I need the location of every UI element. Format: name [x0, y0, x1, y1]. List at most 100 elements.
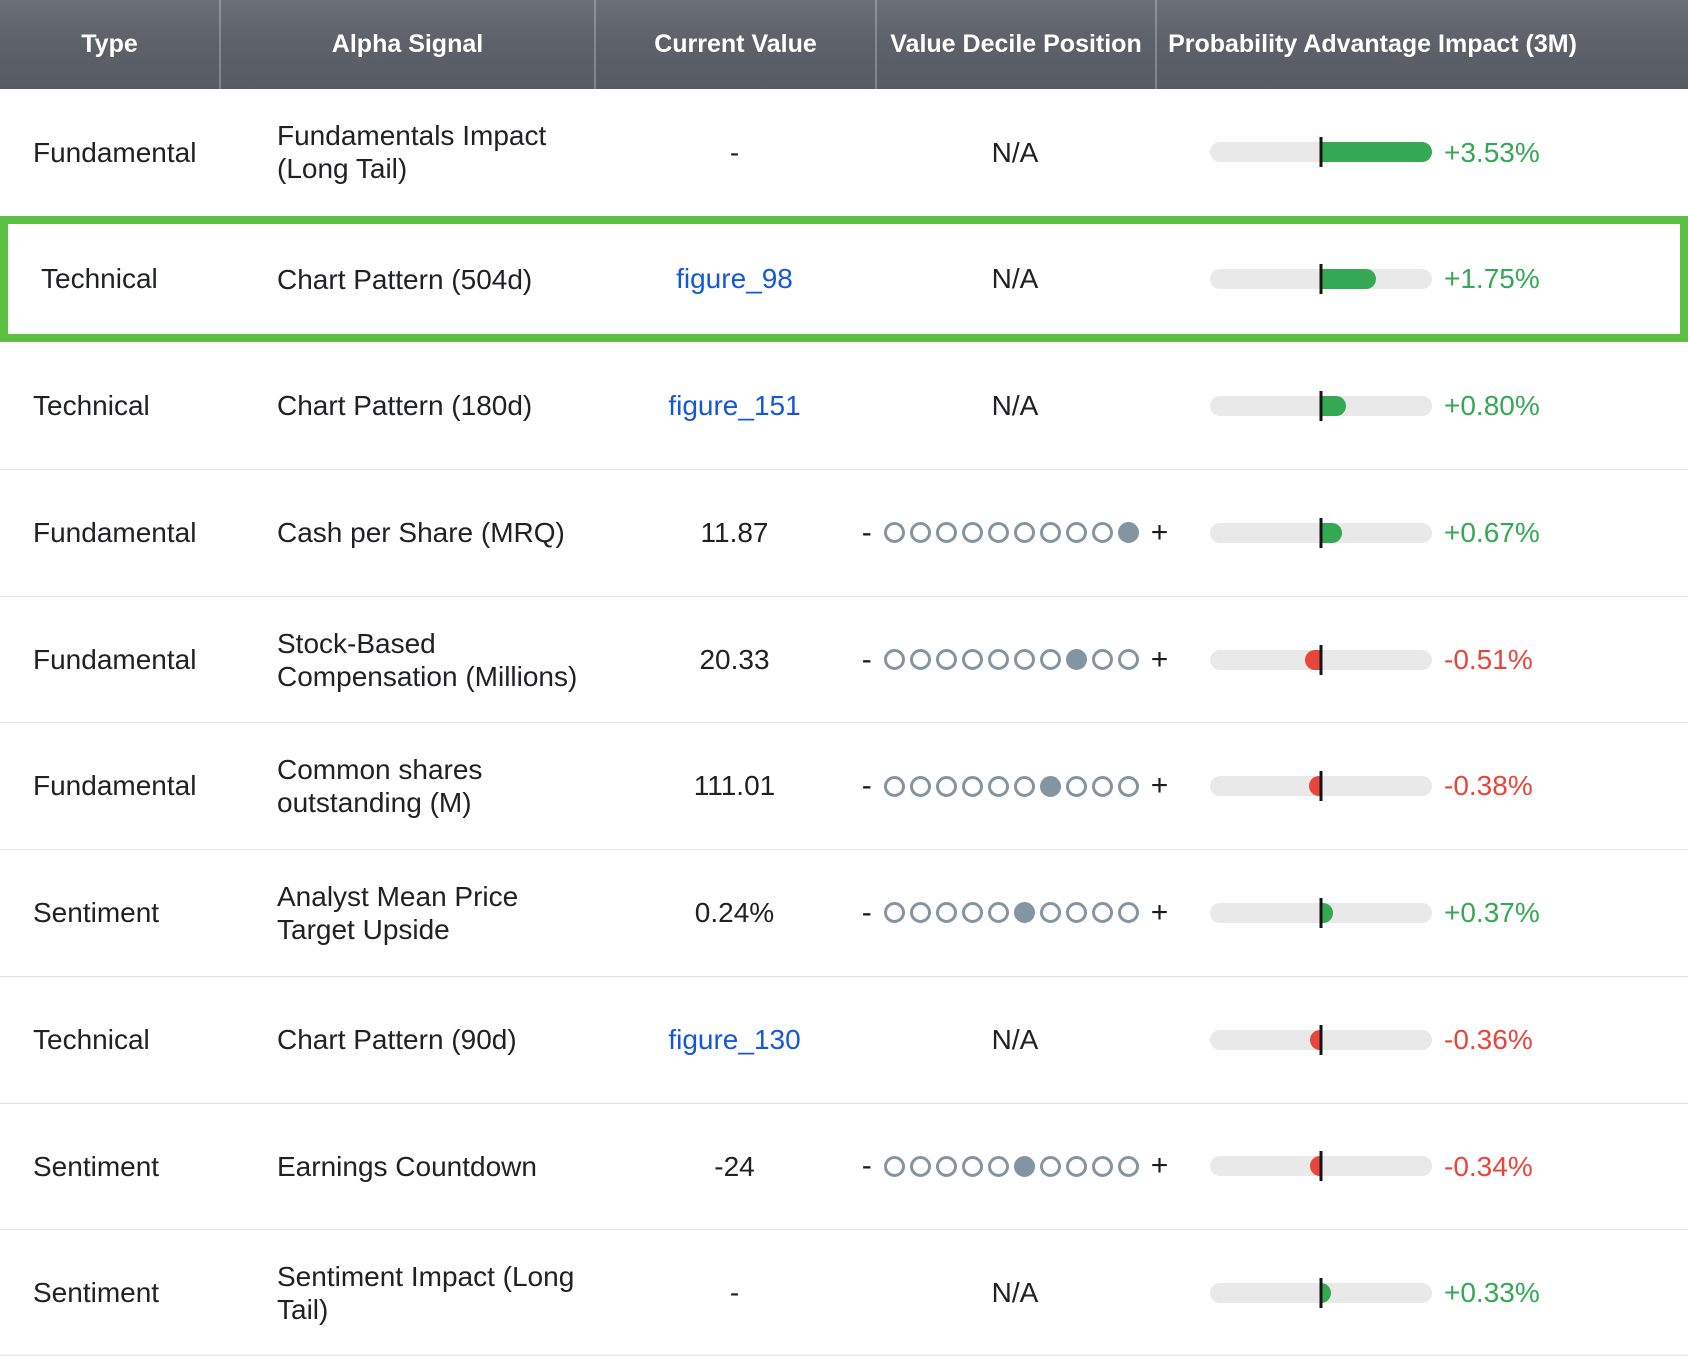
decile-meter: - +	[855, 768, 1176, 804]
table-header: Type Alpha Signal Current Value Value De…	[0, 0, 1688, 89]
decile-dot	[883, 649, 905, 671]
decile-minus-sign: -	[861, 642, 872, 676]
table-row-selected[interactable]: Technical Chart Pattern (504d) figure_98…	[0, 215, 1688, 343]
impact-cell: +3.53%	[1155, 136, 1688, 170]
current-value-cell: -24	[594, 1150, 875, 1184]
figure-link[interactable]: figure_151	[668, 389, 801, 421]
impact-value-label: +3.53%	[1444, 136, 1540, 168]
alpha-signal-name: Sentiment Impact (Long Tail)	[277, 1261, 575, 1326]
impact-bar-track	[1210, 137, 1432, 168]
decile-dot	[1091, 775, 1113, 797]
signal-type-label: Fundamental	[33, 643, 197, 675]
impact-bar-fill	[1321, 142, 1432, 163]
decile-dot	[1013, 649, 1035, 671]
impact-cell: -0.34%	[1155, 1150, 1688, 1184]
table-row[interactable]: Fundamental Common shares outstanding (M…	[0, 722, 1688, 850]
decile-dot	[1039, 522, 1061, 544]
decile-dot	[1117, 902, 1139, 924]
impact-bar-fill	[1310, 1029, 1321, 1050]
alpha-signal-name: Fundamentals Impact (Long Tail)	[277, 120, 547, 185]
table-row[interactable]: Sentiment Earnings Countdown -24 - + -0.3…	[0, 1102, 1688, 1230]
figure-link[interactable]: figure_130	[668, 1023, 801, 1055]
decile-na-label: N/A	[991, 136, 1039, 168]
signal-type-label: Technical	[41, 263, 158, 295]
impact-bar-center-marker	[1319, 897, 1323, 928]
value-decile-cell: N/A	[875, 1276, 1155, 1310]
decile-na-label: N/A	[991, 263, 1039, 295]
table-row[interactable]: Sentiment Analyst Mean Price Target Upsi…	[0, 849, 1688, 976]
decile-dot-filled	[1117, 522, 1139, 544]
decile-dot	[1013, 775, 1035, 797]
decile-dot-filled	[1039, 775, 1061, 797]
impact-cell: +0.33%	[1155, 1276, 1688, 1310]
decile-dot	[883, 522, 905, 544]
table-row[interactable]: Fundamental Fundamentals Impact (Long Ta…	[0, 89, 1688, 216]
impact-cell: -0.36%	[1155, 1023, 1688, 1057]
figure-link[interactable]: figure_98	[676, 263, 793, 295]
decile-dot	[909, 902, 931, 924]
value-decile-cell: - +	[862, 515, 1169, 551]
impact-bar-fill	[1309, 776, 1321, 797]
impact-bar-center-marker	[1319, 1278, 1323, 1309]
decile-meter: - +	[855, 1148, 1176, 1184]
decile-plus-sign: +	[1150, 515, 1169, 549]
impact-bar-track	[1210, 1024, 1432, 1055]
decile-dot-filled	[1013, 902, 1035, 924]
column-header-alpha-signal: Alpha Signal	[219, 0, 594, 89]
decile-dot	[1013, 522, 1035, 544]
current-value-cell: 111.01	[594, 769, 875, 803]
value-decile-cell: N/A	[875, 389, 1155, 423]
table-row[interactable]: Fundamental Stock-Based Compensation (Mi…	[0, 595, 1688, 723]
impact-cell: +1.75%	[1155, 262, 1680, 296]
decile-meter: - +	[855, 515, 1176, 551]
impact-bar-fill	[1305, 649, 1321, 670]
decile-minus-sign: -	[861, 895, 872, 929]
impact-bar-track	[1210, 1278, 1432, 1309]
current-value-text: 11.87	[700, 517, 769, 549]
decile-dot	[909, 649, 931, 671]
decile-dot	[987, 902, 1009, 924]
decile-dot	[935, 522, 957, 544]
impact-bar-track	[1210, 390, 1432, 421]
current-value-text: 0.24%	[694, 897, 775, 929]
decile-plus-sign: +	[1150, 1149, 1169, 1183]
signal-type-label: Sentiment	[33, 897, 160, 929]
decile-na-label: N/A	[991, 1023, 1039, 1055]
decile-dot	[987, 522, 1009, 544]
decile-dot	[961, 522, 983, 544]
impact-bar-fill	[1321, 1283, 1331, 1304]
value-decile-cell: - +	[862, 642, 1169, 678]
impact-bar-center-marker	[1319, 644, 1323, 675]
impact-bar-center-marker	[1319, 390, 1323, 421]
decile-plus-sign: +	[1150, 642, 1169, 676]
table-row[interactable]: Technical Chart Pattern (180d) figure_15…	[0, 342, 1688, 470]
current-value-cell: figure_98	[594, 262, 875, 296]
decile-dot	[1091, 902, 1113, 924]
decile-dot	[1065, 775, 1087, 797]
impact-bar-track	[1210, 1151, 1432, 1182]
value-decile-cell: N/A	[875, 1023, 1155, 1057]
impact-cell: +0.37%	[1155, 896, 1688, 930]
decile-dot	[1091, 1155, 1113, 1177]
alpha-signal-name: Chart Pattern (180d)	[277, 390, 533, 422]
decile-dot	[909, 522, 931, 544]
alpha-signal-name: Common shares outstanding (M)	[277, 754, 483, 819]
alpha-signal-name: Analyst Mean Price Target Upside	[277, 880, 519, 945]
decile-dot	[987, 775, 1009, 797]
decile-dot	[1039, 1155, 1061, 1177]
impact-cell: -0.51%	[1155, 643, 1688, 677]
current-value-text: -	[729, 136, 740, 168]
signal-type-label: Fundamental	[33, 517, 197, 549]
decile-na-label: N/A	[991, 389, 1039, 421]
decile-dot	[987, 1155, 1009, 1177]
impact-value-label: -0.38%	[1444, 770, 1533, 802]
decile-dot	[1091, 522, 1113, 544]
table-row[interactable]: Sentiment Sentiment Impact (Long Tail) -…	[0, 1229, 1688, 1355]
column-header-current-value: Current Value	[594, 0, 875, 89]
table-row[interactable]: Fundamental Cash per Share (MRQ) 11.87 -…	[0, 469, 1688, 596]
decile-meter: - +	[855, 642, 1176, 678]
table-row[interactable]: Technical Chart Pattern (90d) figure_130…	[0, 975, 1688, 1103]
decile-plus-sign: +	[1150, 769, 1169, 803]
impact-cell: +0.67%	[1155, 516, 1688, 550]
decile-dot-filled	[1065, 649, 1087, 671]
